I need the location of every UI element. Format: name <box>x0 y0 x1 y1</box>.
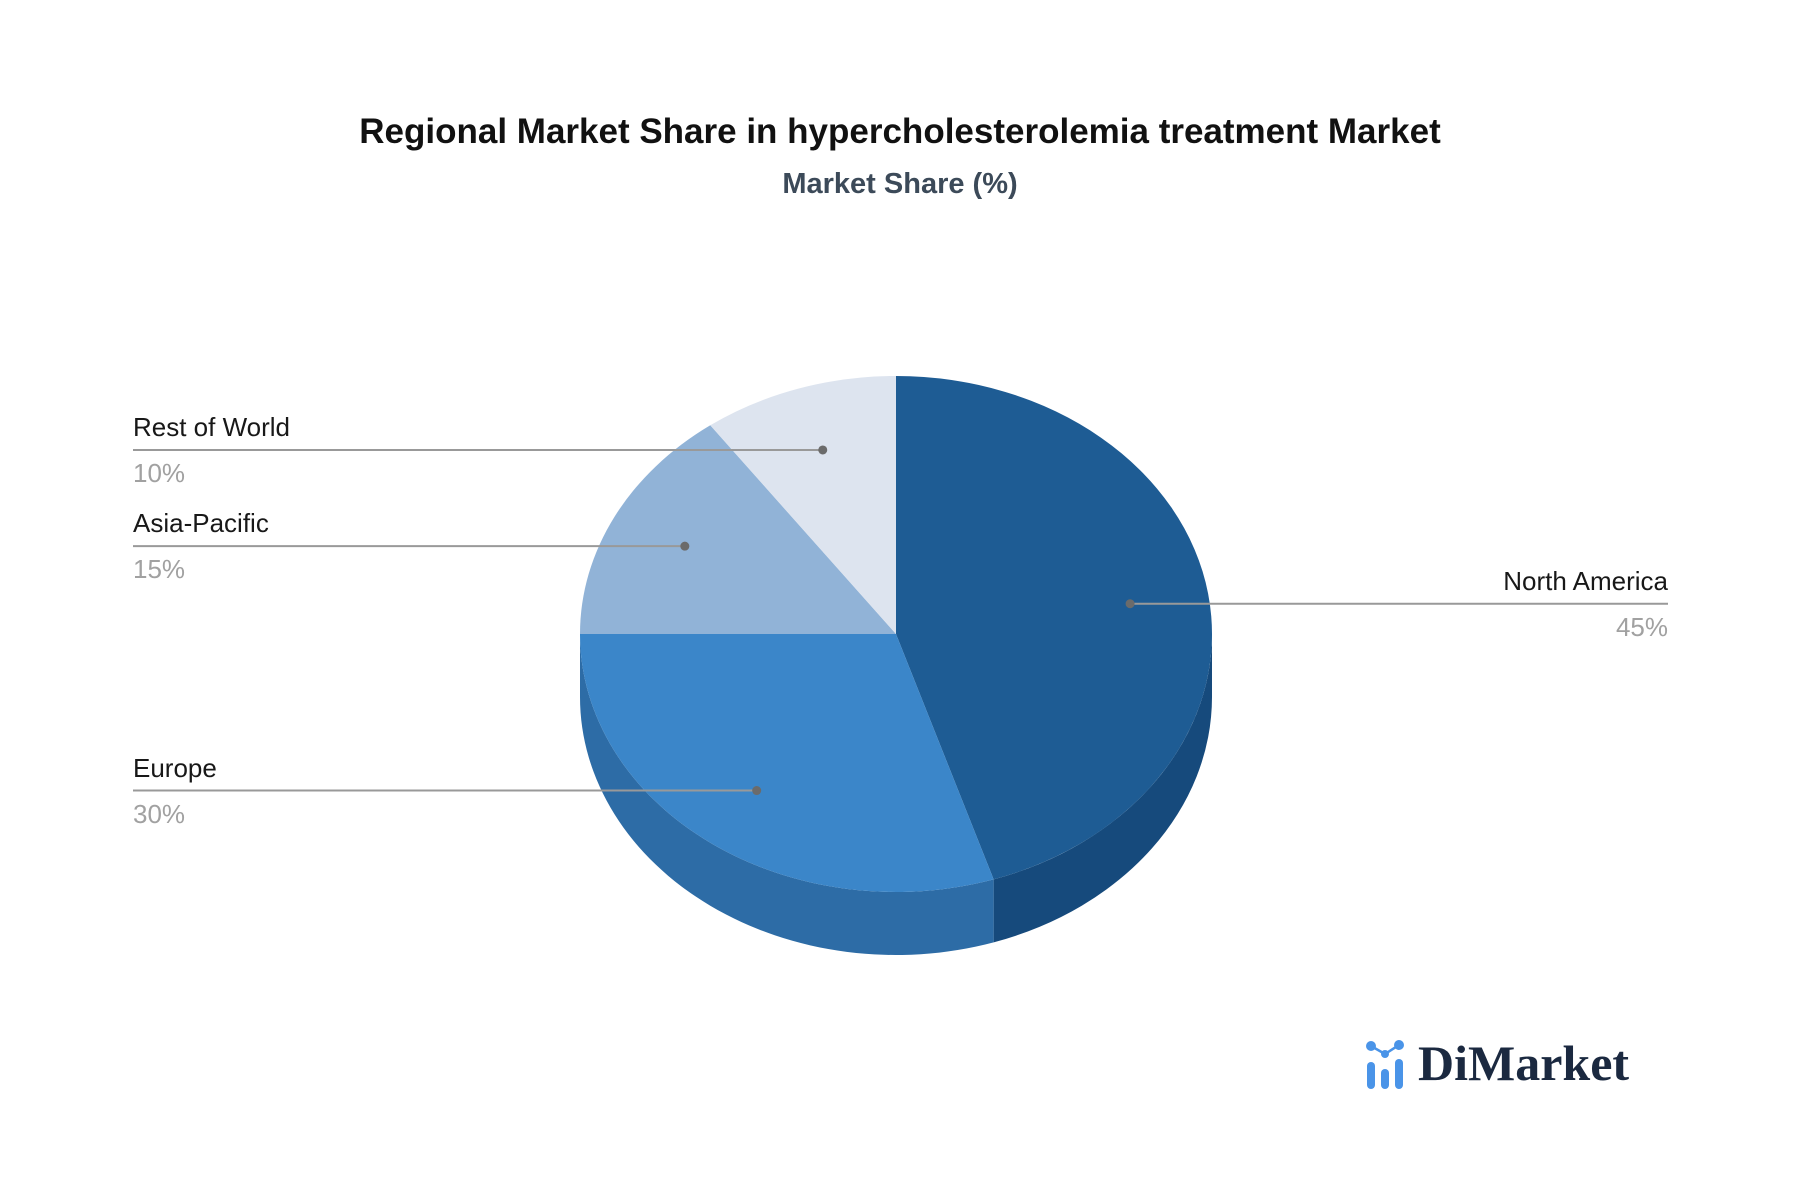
callout-dot-europe <box>752 786 762 796</box>
callout-value-asia-pacific: 15% <box>133 554 186 585</box>
callout-dot-north-america <box>1125 599 1135 609</box>
callout-dot-asia-pacific <box>680 541 690 551</box>
chart-title: Regional Market Share in hypercholestero… <box>359 112 1441 151</box>
callout-label-europe: Europe <box>133 752 217 783</box>
callout-value-rest-of-world: 10% <box>133 457 186 488</box>
callout-value-north-america: 45% <box>1615 611 1668 642</box>
pie-slice-side-north-america <box>993 634 1212 943</box>
callout-value-europe: 30% <box>133 798 186 829</box>
bar-line-chart-icon <box>1366 1040 1404 1089</box>
callout-dot-rest-of-world <box>818 445 828 455</box>
chart-subtitle: Market Share (%) <box>782 168 1018 200</box>
pie-slice-side-europe <box>580 634 994 955</box>
pie-slice-north-america[interactable] <box>896 376 1212 880</box>
pie-slice-asia-pacific[interactable] <box>580 425 896 634</box>
callout-label-rest-of-world: Rest of World <box>133 411 291 442</box>
pie-slice-rest-of-world[interactable] <box>710 376 896 634</box>
callout-label-north-america: North America <box>1503 565 1668 596</box>
dimarket-logo-text: DiMarket <box>1418 1035 1630 1091</box>
dimarket-logo: DiMarket <box>1366 1036 1629 1090</box>
callout-label-asia-pacific: Asia-Pacific <box>133 508 269 539</box>
pie-slice-europe[interactable] <box>580 634 994 892</box>
